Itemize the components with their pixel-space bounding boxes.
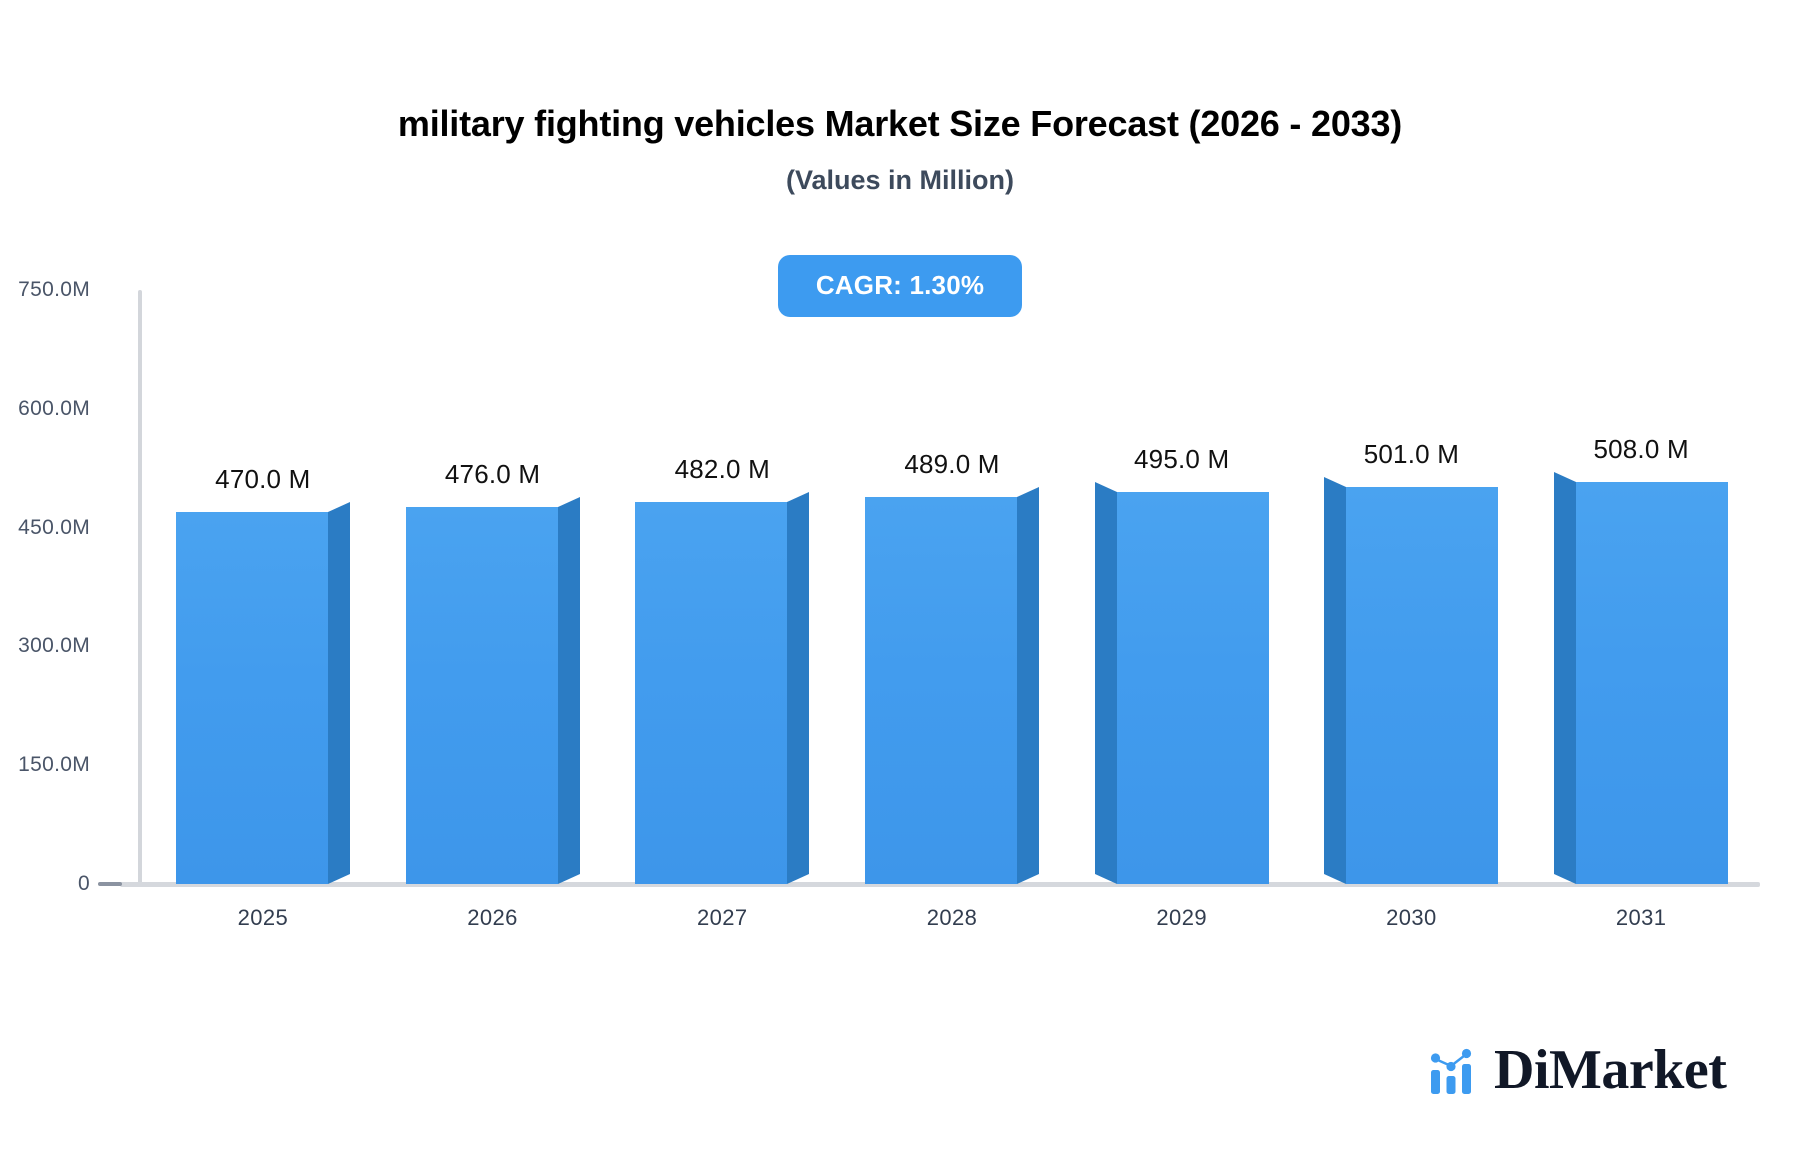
bar-front-face <box>1576 482 1728 884</box>
x-axis-label-2029: 2029 <box>1156 905 1207 930</box>
x-axis-line <box>120 882 1760 887</box>
chart-subtitle: (Values in Million) <box>785 165 1015 195</box>
bar-2030[interactable] <box>1324 487 1498 884</box>
x-axis-label-2026: 2026 <box>467 905 518 930</box>
x-axis-label-2025: 2025 <box>237 905 289 930</box>
x-axis-label-2028: 2028 <box>926 905 978 930</box>
bar-2027[interactable] <box>635 502 809 884</box>
bar-side-face <box>1554 472 1576 884</box>
x-axis-label-2031: 2031 <box>1615 905 1667 930</box>
y-axis-tick-label: 300.0M <box>18 634 90 658</box>
bar-side-face <box>1017 487 1039 884</box>
bar-side-face <box>1095 482 1117 884</box>
y-axis-zero-tick-mark <box>98 882 122 886</box>
bar-2031[interactable] <box>1554 482 1728 884</box>
y-axis-line <box>138 290 142 884</box>
bar-front-face <box>406 507 558 884</box>
cagr-badge: CAGR: 1.30% <box>777 255 1023 317</box>
y-axis-tick-label: 750.0M <box>18 278 90 301</box>
bar-value-label: 482.0 M <box>674 454 770 484</box>
bar-value-label: 495.0 M <box>1134 444 1230 474</box>
bar-value-label: 501.0 M <box>1363 439 1460 469</box>
brand-name: DiMarket <box>1494 1039 1727 1101</box>
x-axis-label-2027: 2027 <box>697 905 748 930</box>
bar-front-face <box>176 512 328 884</box>
bar-value-label: 470.0 M <box>215 464 311 494</box>
x-axis-label-2030: 2030 <box>1386 905 1437 930</box>
bar-side-face <box>1324 477 1346 884</box>
y-axis-tick-label: 150.0M <box>18 753 90 777</box>
bar-2028[interactable] <box>865 497 1039 884</box>
chart-header: military fighting vehicles Market Size F… <box>0 103 1800 144</box>
bar-value-label: 508.0 M <box>1593 434 1689 464</box>
bar-side-face <box>787 492 809 884</box>
bar-value-label: 489.0 M <box>904 449 1000 479</box>
bar-front-face <box>1346 487 1498 884</box>
bar-2026[interactable] <box>406 507 580 884</box>
bar-value-label: 476.0 M <box>444 459 541 489</box>
bar-front-face <box>1117 492 1269 884</box>
bar-front-face <box>635 502 787 884</box>
bar-2029[interactable] <box>1095 492 1269 884</box>
bar-front-face <box>865 497 1017 884</box>
brand-logo: DiMarket <box>1428 1039 1727 1101</box>
bar-chart-logo-icon <box>1428 1044 1480 1096</box>
bar-side-face <box>328 502 350 884</box>
y-axis-tick-label: 0 <box>78 872 90 895</box>
y-axis-tick-label: 600.0M <box>18 396 90 420</box>
bar-2025[interactable] <box>176 512 350 884</box>
cagr-badge-container: CAGR: 1.30% <box>0 255 1800 317</box>
y-axis-tick-label: 450.0M <box>18 515 90 539</box>
bar-side-face <box>558 497 580 884</box>
chart-title: military fighting vehicles Market Size F… <box>397 103 1403 144</box>
